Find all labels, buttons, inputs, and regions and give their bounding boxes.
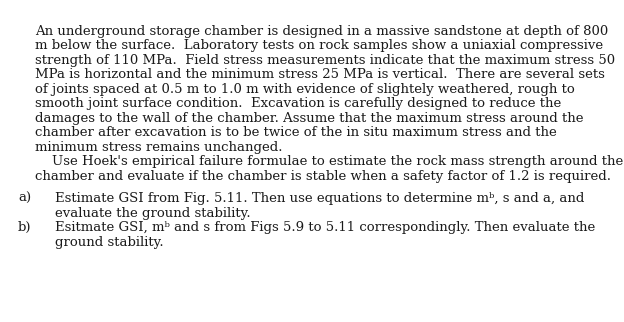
Text: b): b) [18,221,31,234]
Text: minimum stress remains unchanged.: minimum stress remains unchanged. [35,140,283,154]
Text: Esitmate GSI, mᵇ and s from Figs 5.9 to 5.11 correspondingly. Then evaluate the: Esitmate GSI, mᵇ and s from Figs 5.9 to … [55,221,595,234]
Text: ground stability.: ground stability. [55,235,163,249]
Text: strength of 110 MPa.  Field stress measurements indicate that the maximum stress: strength of 110 MPa. Field stress measur… [35,53,615,67]
Text: chamber after excavation is to be twice of the in situ maximum stress and the: chamber after excavation is to be twice … [35,126,557,139]
Text: m below the surface.  Laboratory tests on rock samples show a uniaxial compressi: m below the surface. Laboratory tests on… [35,39,603,52]
Text: MPa is horizontal and the minimum stress 25 MPa is vertical.  There are several : MPa is horizontal and the minimum stress… [35,68,605,81]
Text: chamber and evaluate if the chamber is stable when a safety factor of 1.2 is req: chamber and evaluate if the chamber is s… [35,169,611,183]
Text: An underground storage chamber is designed in a massive sandstone at depth of 80: An underground storage chamber is design… [35,24,608,37]
Text: evaluate the ground stability.: evaluate the ground stability. [55,206,251,220]
Text: Use Hoek's empirical failure formulae to estimate the rock mass strength around : Use Hoek's empirical failure formulae to… [35,155,623,168]
Text: Estimate GSI from Fig. 5.11. Then use equations to determine mᵇ, s and a, and: Estimate GSI from Fig. 5.11. Then use eq… [55,192,584,205]
Text: damages to the wall of the chamber. Assume that the maximum stress around the: damages to the wall of the chamber. Assu… [35,111,583,125]
Text: of joints spaced at 0.5 m to 1.0 m with evidence of slightely weathered, rough t: of joints spaced at 0.5 m to 1.0 m with … [35,82,575,96]
Text: smooth joint surface condition.  Excavation is carefully designed to reduce the: smooth joint surface condition. Excavati… [35,97,561,110]
Text: a): a) [18,192,31,205]
